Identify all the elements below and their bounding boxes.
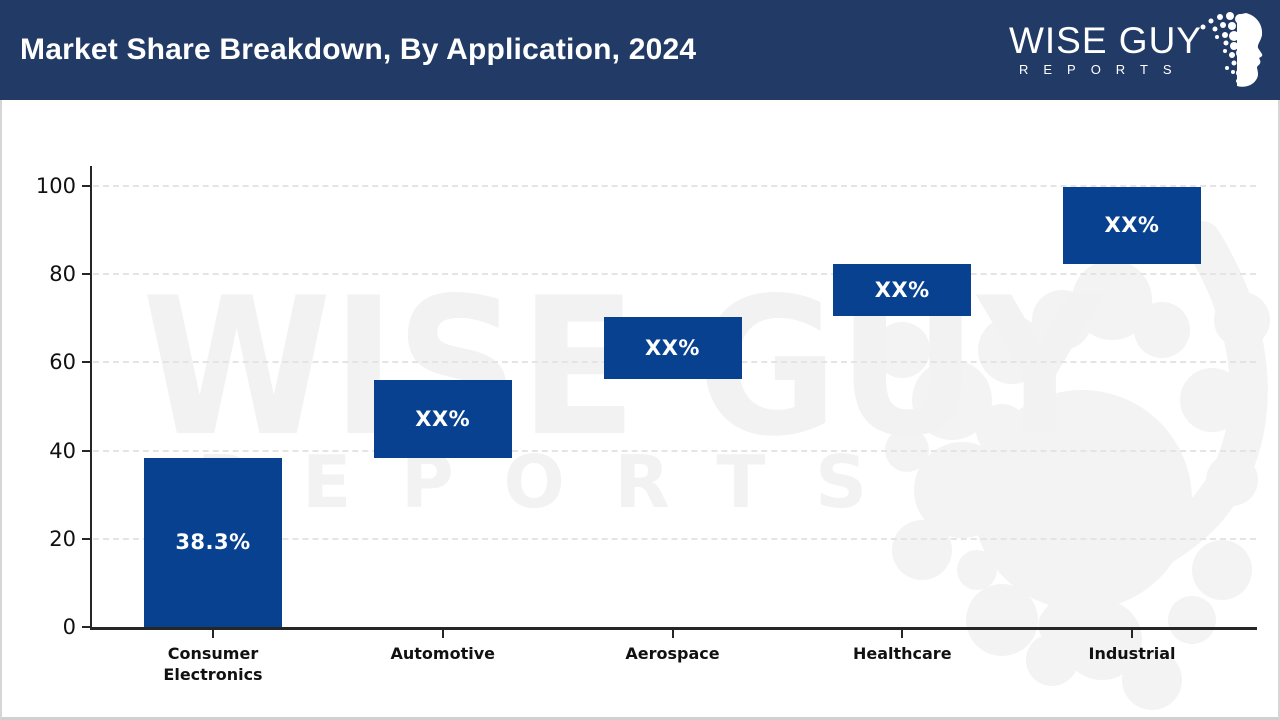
gridline-y-100 bbox=[93, 184, 1256, 187]
logo-text: WISE GUY REPORTS bbox=[1009, 21, 1202, 79]
watermark-line2: REPORTS bbox=[197, 440, 867, 524]
x-axis bbox=[90, 627, 1257, 630]
gridline-y-40 bbox=[93, 449, 1256, 452]
bar-value-label: 38.3% bbox=[175, 530, 251, 555]
y-tick-100 bbox=[82, 184, 90, 187]
bar-industrial: XX% bbox=[1063, 186, 1201, 265]
gridline-y-80 bbox=[93, 273, 1256, 275]
y-tick-20 bbox=[82, 537, 90, 540]
y-tick-label-20: 20 bbox=[49, 526, 76, 551]
logo-wordmark: WISE GUY bbox=[1008, 20, 1202, 61]
bar-value-label: XX% bbox=[874, 278, 930, 303]
y-tick-0 bbox=[82, 626, 90, 628]
y-tick-label-60: 60 bbox=[49, 350, 76, 375]
y-tick-40 bbox=[82, 449, 90, 452]
y-tick-60 bbox=[82, 361, 90, 364]
x-tick-2 bbox=[671, 630, 674, 638]
plot-area: 0 20 40 60 80 100 38.3% Consumer Electronics XX%… bbox=[2, 100, 1278, 717]
bar-value-label: XX% bbox=[645, 336, 700, 361]
bar-consumer-electronics: 38.3% bbox=[144, 458, 282, 627]
y-tick-label-40: 40 bbox=[49, 438, 76, 463]
x-tick-4 bbox=[1131, 630, 1133, 638]
wiseguy-face-icon bbox=[1200, 12, 1263, 87]
bar-automotive: XX% bbox=[373, 379, 512, 458]
bar-healthcare: XX% bbox=[833, 263, 972, 317]
x-tick-1 bbox=[441, 630, 444, 638]
x-tick-label-0: Consumer Electronics bbox=[163, 644, 263, 684]
x-tick-label-1: Automotive bbox=[390, 644, 496, 663]
header-bar: Market Share Breakdown, By Application, … bbox=[0, 0, 1280, 100]
x-tick-3 bbox=[901, 630, 904, 638]
y-tick-label-80: 80 bbox=[49, 262, 76, 286]
bar-value-label: XX% bbox=[415, 406, 471, 431]
gridline-y-20 bbox=[93, 537, 1256, 540]
chart-area: WISE GUY REPORTS 02040608010038.3%Consum… bbox=[0, 100, 1280, 720]
y-tick-label-0: 0 bbox=[62, 615, 76, 639]
chart-title: Market Share Breakdown, By Application, … bbox=[20, 33, 697, 66]
bar-value-label: XX% bbox=[1104, 213, 1160, 238]
y-tick-label-100: 100 bbox=[35, 173, 76, 198]
x-tick-label-2: Aerospace bbox=[625, 644, 720, 663]
y-axis bbox=[90, 166, 92, 629]
x-tick-label-4: Industrial bbox=[1088, 644, 1176, 663]
logo-subtext: REPORTS bbox=[1018, 62, 1187, 77]
y-tick-80 bbox=[82, 273, 90, 275]
wiseguy-logo: WISE GUY REPORTS bbox=[1009, 8, 1270, 92]
x-tick-0 bbox=[212, 630, 214, 638]
x-tick-label-3: Healthcare bbox=[852, 644, 952, 663]
bar-aerospace: XX% bbox=[603, 316, 742, 380]
